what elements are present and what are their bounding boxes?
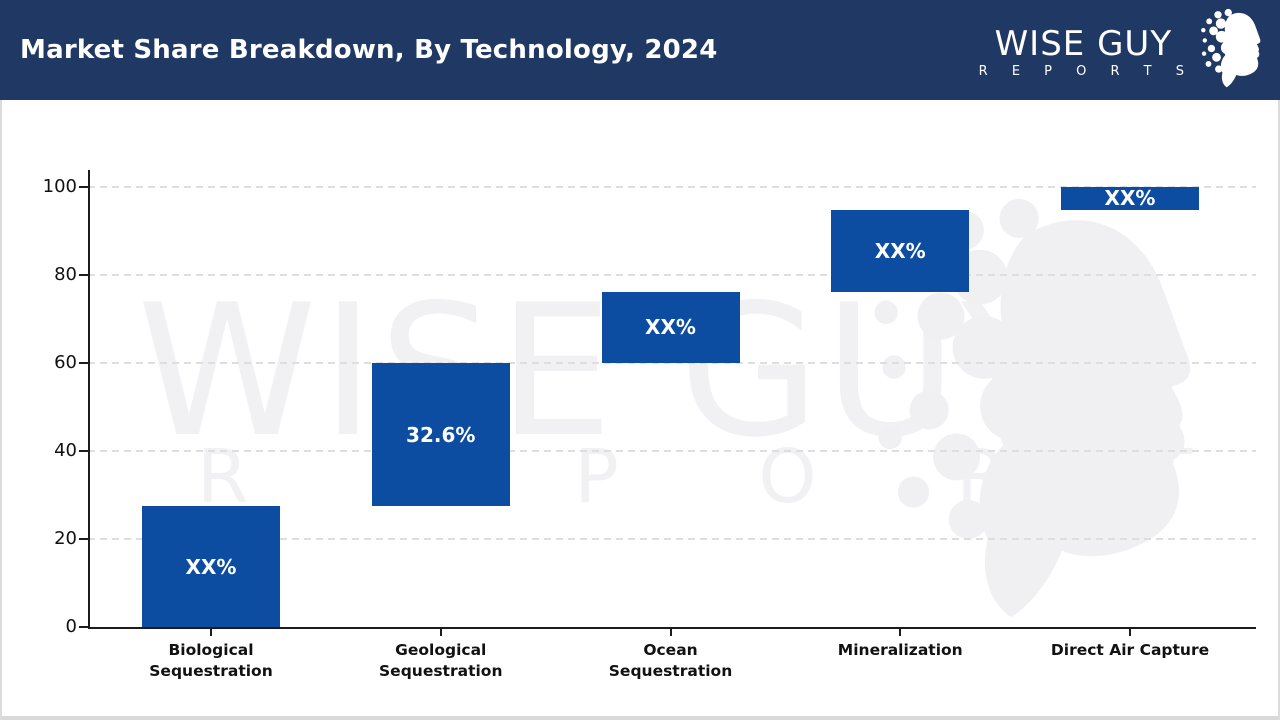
y-axis-tick: [79, 186, 88, 188]
x-category-label: Direct Air Capture: [1010, 640, 1250, 661]
bar-value-label: XX%: [1104, 186, 1156, 211]
x-category-label: Geological Sequestration: [321, 640, 561, 682]
y-axis-tick: [79, 538, 88, 540]
bar: 32.6%: [371, 363, 510, 507]
x-category-label-line: Sequestration: [149, 662, 273, 680]
bar-value-label: XX%: [874, 238, 926, 263]
bar-value-label: XX%: [645, 315, 696, 340]
brand-wordmark: WISE GUY R E P O R T S: [973, 26, 1194, 79]
gridline: [88, 186, 1256, 188]
wise-guy-face-icon: [1196, 8, 1262, 93]
bar: XX%: [831, 209, 970, 292]
x-category-label: Mineralization: [780, 640, 1020, 661]
x-category-label-line: Biological: [168, 641, 254, 659]
y-tick-label: 60: [54, 352, 77, 373]
y-tick-label: 80: [54, 264, 77, 285]
bar: XX%: [142, 506, 280, 627]
y-tick-label: 40: [54, 440, 77, 461]
bar: XX%: [1061, 186, 1199, 211]
x-axis-tick: [1129, 629, 1131, 636]
brand-name: WISE GUY: [994, 23, 1173, 64]
x-category-label: Ocean Sequestration: [551, 640, 791, 682]
y-axis-tick: [79, 450, 88, 452]
x-category-label-line: Geological: [395, 641, 487, 659]
gridline: [88, 538, 1256, 540]
y-axis-tick: [79, 626, 88, 628]
x-category-label: Biological Sequestration: [91, 640, 331, 682]
x-category-label-line: Sequestration: [608, 662, 733, 680]
bar-value-label: 32.6%: [406, 422, 476, 447]
y-axis-tick: [79, 274, 88, 276]
y-tick-label: 20: [54, 528, 77, 549]
gridline: [88, 362, 1256, 364]
y-axis-tick: [79, 362, 88, 364]
y-axis: [88, 170, 90, 629]
bar: XX%: [601, 291, 740, 363]
header: Market Share Breakdown, By Technology, 2…: [0, 0, 1280, 100]
watermark-face-icon: [847, 195, 1199, 629]
x-category-label-line: Direct Air Capture: [1050, 641, 1210, 659]
x-category-label-line: Mineralization: [837, 641, 963, 659]
x-category-label-line: Ocean: [643, 641, 698, 659]
y-tick-label: 0: [65, 616, 77, 637]
brand-subname: R E P O R T S: [978, 63, 1194, 79]
x-category-label-line: Sequestration: [379, 662, 503, 680]
page-title: Market Share Breakdown, By Technology, 2…: [20, 35, 718, 65]
bar-value-label: XX%: [185, 554, 237, 579]
x-axis: [88, 627, 1256, 629]
x-axis-tick: [899, 629, 902, 636]
gridline: [88, 450, 1256, 452]
x-axis-tick: [210, 629, 212, 636]
brand-logo: WISE GUY R E P O R T S: [973, 8, 1262, 93]
gridline: [88, 274, 1256, 276]
x-axis-tick: [439, 629, 442, 636]
x-axis-tick: [669, 629, 672, 636]
y-tick-label: 100: [42, 176, 77, 197]
